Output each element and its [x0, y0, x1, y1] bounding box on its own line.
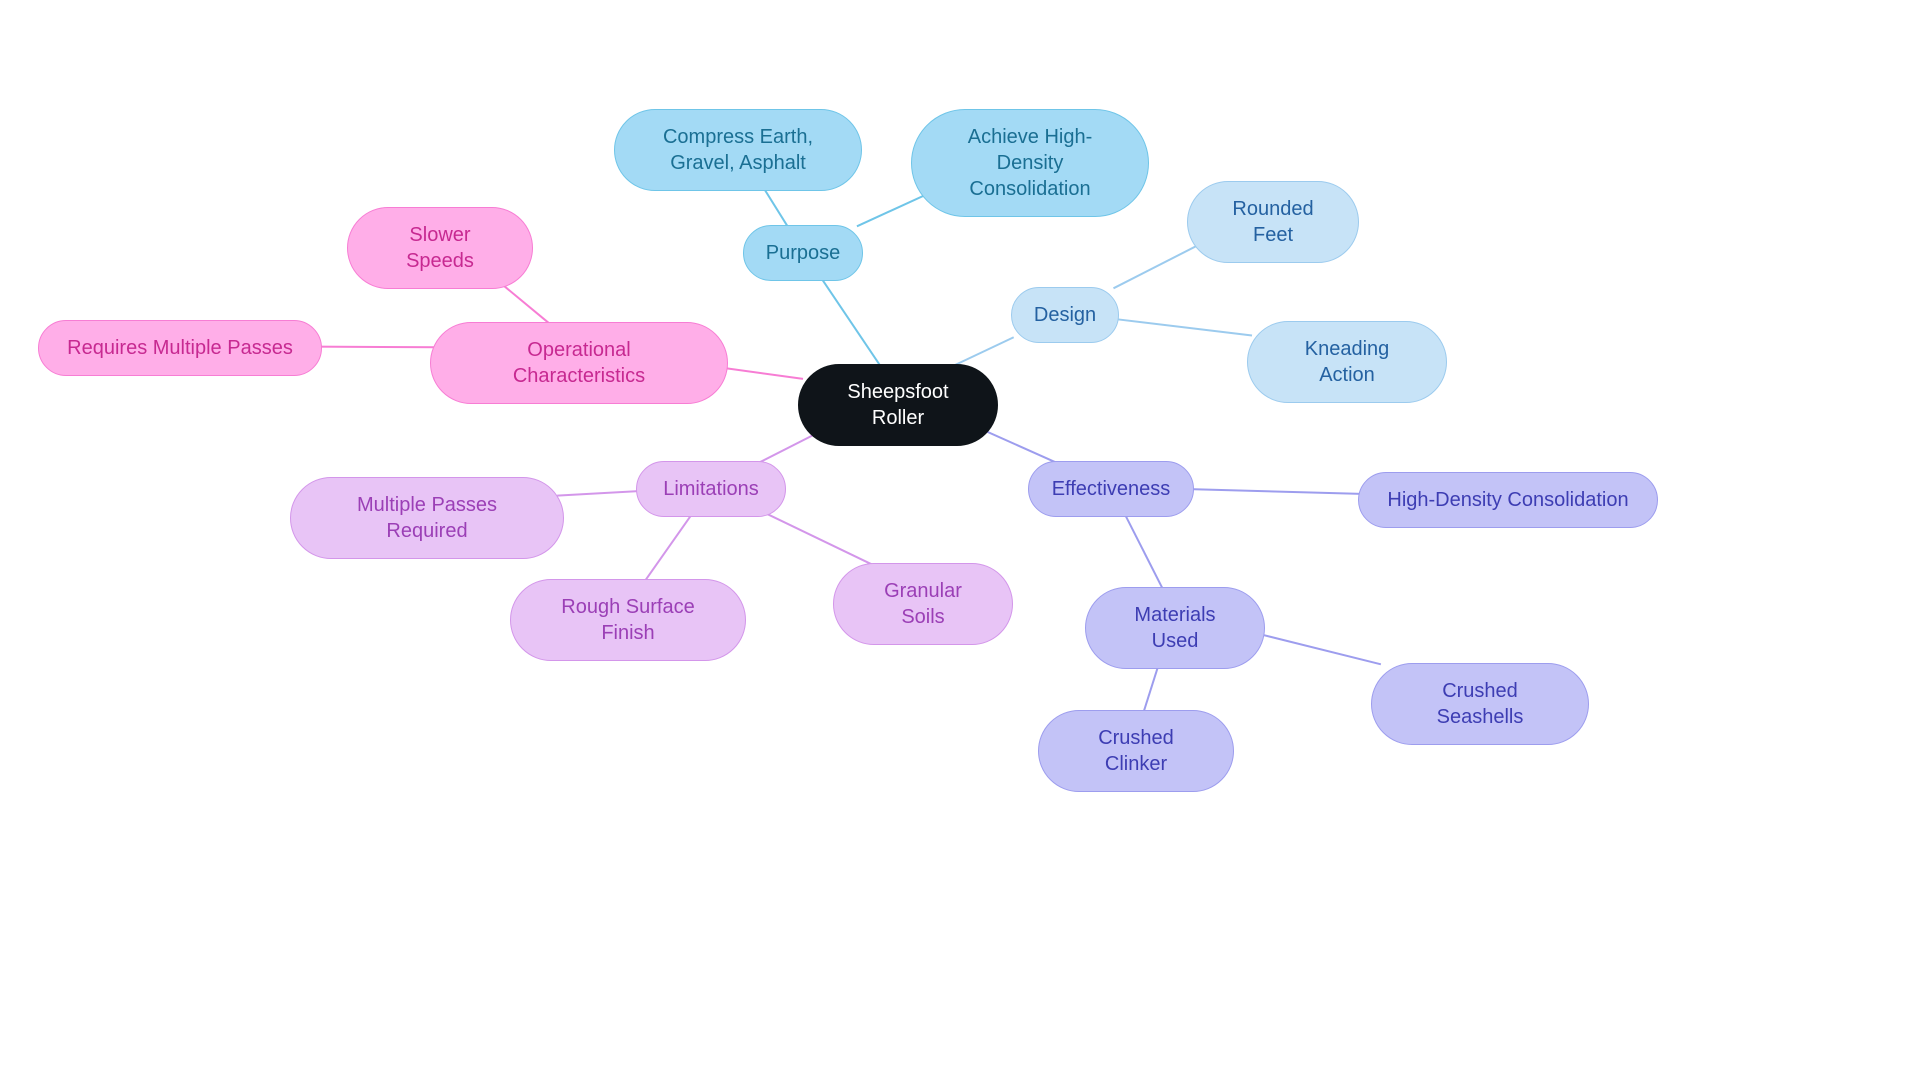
- node-root: Sheepsfoot Roller: [798, 364, 998, 446]
- node-purpose_high: Achieve High-Density Consolidation: [911, 109, 1149, 217]
- node-ops_multiple: Requires Multiple Passes: [38, 320, 322, 376]
- node-ops: Operational Characteristics: [430, 322, 728, 404]
- node-eff_clinker: Crushed Clinker: [1038, 710, 1234, 792]
- edge: [1124, 512, 1163, 589]
- node-design_kneading: Kneading Action: [1247, 321, 1447, 403]
- node-lim_multiple: Multiple Passes Required: [290, 477, 564, 559]
- edge: [762, 512, 871, 565]
- node-eff_materials: Materials Used: [1085, 587, 1265, 669]
- edge: [557, 491, 640, 496]
- node-eff_seashells: Crushed Seashells: [1371, 663, 1589, 745]
- edge: [315, 347, 438, 348]
- node-purpose: Purpose: [743, 225, 863, 281]
- edge: [1190, 489, 1366, 494]
- node-lim_granular: Granular Soils: [833, 563, 1013, 645]
- edge: [954, 337, 1013, 365]
- node-effectiveness: Effectiveness: [1028, 461, 1194, 517]
- node-design_rounded: Rounded Feet: [1187, 181, 1359, 263]
- edge: [820, 276, 880, 366]
- edge: [1261, 634, 1381, 664]
- edge: [721, 368, 803, 379]
- node-design: Design: [1011, 287, 1119, 343]
- node-lim_rough: Rough Surface Finish: [510, 579, 746, 661]
- node-purpose_compress: Compress Earth, Gravel, Asphalt: [614, 109, 862, 191]
- node-eff_high: High-Density Consolidation: [1358, 472, 1658, 528]
- node-limitations: Limitations: [636, 461, 786, 517]
- edge: [1116, 319, 1252, 335]
- edge: [645, 512, 693, 581]
- node-ops_slower: Slower Speeds: [347, 207, 533, 289]
